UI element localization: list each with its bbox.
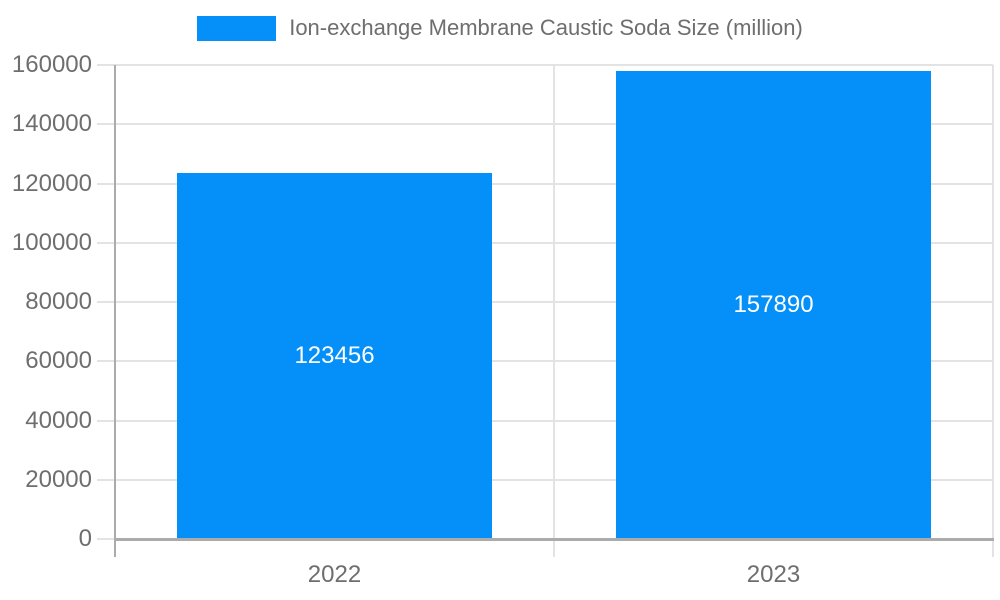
y-tick-label: 120000: [11, 170, 92, 197]
y-tick-label: 140000: [11, 110, 92, 137]
y-tick-label: 60000: [25, 347, 92, 374]
gridline-vertical: [553, 65, 555, 557]
y-tick-label: 100000: [11, 229, 92, 256]
x-tick-label: 2023: [746, 561, 801, 588]
y-axis-tick: [97, 123, 115, 125]
bar-value-label: 123456: [294, 342, 375, 369]
y-axis-tick: [97, 242, 115, 244]
y-axis-tick: [97, 420, 115, 422]
y-tick-label: 80000: [25, 288, 92, 315]
x-tick-label: 2022: [307, 561, 362, 588]
y-axis-tick: [97, 538, 115, 540]
y-axis-tick: [97, 183, 115, 185]
y-axis-tick: [97, 64, 115, 66]
bar-value-label: 157890: [733, 291, 814, 318]
y-axis-tick: [97, 301, 115, 303]
y-tick-label: 40000: [25, 407, 92, 434]
y-axis-tick: [97, 479, 115, 481]
y-axis-tick: [97, 360, 115, 362]
legend: Ion-exchange Membrane Caustic Soda Size …: [0, 13, 1000, 43]
x-axis-line: [114, 538, 994, 541]
legend-series-label: Ion-exchange Membrane Caustic Soda Size …: [289, 15, 803, 40]
bar-2022: [177, 173, 492, 539]
y-tick-label: 0: [78, 525, 92, 552]
bar-2023: [616, 71, 931, 539]
y-axis-line: [114, 65, 116, 557]
legend-swatch: [197, 15, 277, 41]
gridline-vertical: [992, 65, 994, 557]
y-tick-label: 160000: [11, 51, 92, 78]
y-tick-label: 20000: [25, 466, 92, 493]
